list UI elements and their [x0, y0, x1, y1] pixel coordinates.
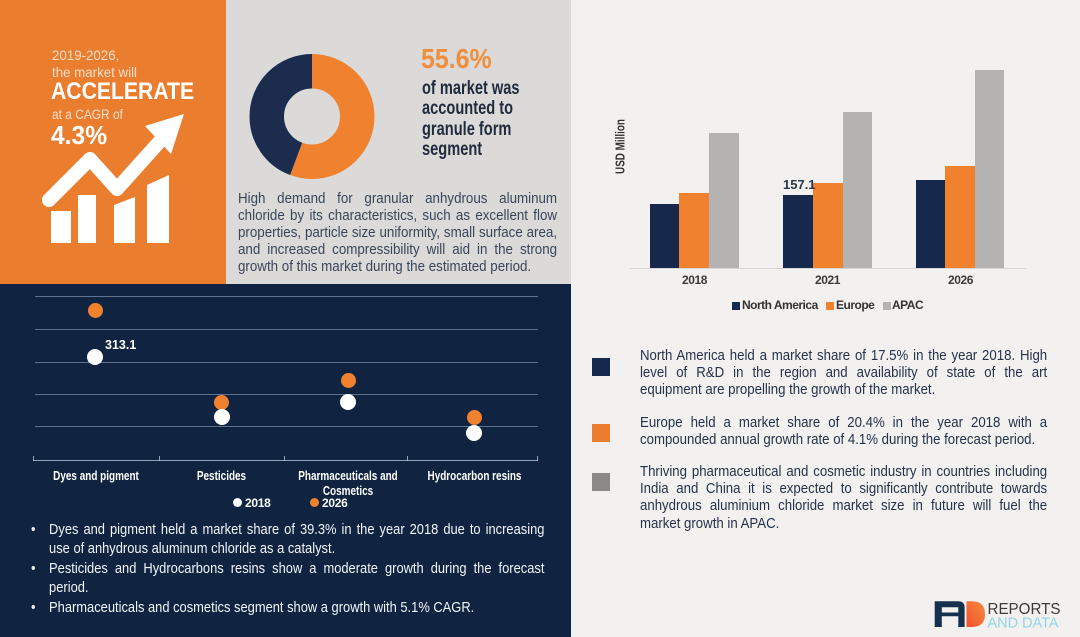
- svg-text:REPORTS: REPORTS: [988, 601, 1061, 618]
- svg-text:AND DATA: AND DATA: [988, 614, 1059, 631]
